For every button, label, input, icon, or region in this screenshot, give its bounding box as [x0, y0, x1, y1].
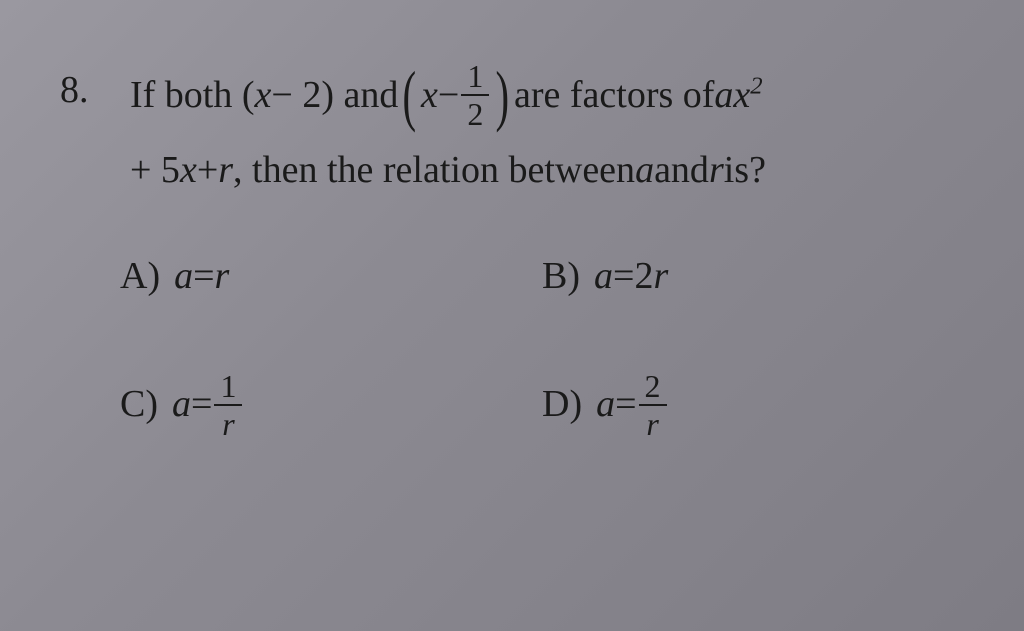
- question-text: If both ( x − 2) and ( x − 1 2 ) are fac…: [130, 60, 984, 204]
- options-grid: A) a = r B) a = 2 r C) a = 1: [60, 254, 984, 440]
- equals-op: =: [615, 382, 636, 428]
- question-row: 8. If both ( x − 2) and ( x − 1 2 ) are …: [60, 60, 984, 204]
- option-body: a = 1 r: [172, 370, 244, 440]
- variable-a: a: [172, 382, 191, 428]
- option-label: D): [542, 382, 582, 428]
- term-ax: ax: [714, 74, 750, 116]
- variable-r: r: [709, 136, 724, 204]
- option-d: D) a = 2 r: [542, 370, 924, 440]
- fraction-numerator: 1: [461, 60, 489, 96]
- fraction-denominator: 2: [461, 96, 489, 130]
- fraction-denominator: r: [640, 406, 664, 440]
- option-a: A) a = r: [120, 254, 502, 300]
- variable-r: r: [653, 254, 668, 300]
- option-b: B) a = 2 r: [542, 254, 924, 300]
- text-fragment: and: [654, 136, 709, 204]
- fraction-one-half: 1 2: [461, 60, 489, 130]
- option-body: a = r: [174, 254, 229, 300]
- text-fragment: If both (: [130, 61, 255, 129]
- text-fragment: − 2) and: [271, 61, 398, 129]
- variable-a: a: [594, 254, 613, 300]
- variable-r: r: [218, 136, 233, 204]
- question-number: 8.: [60, 60, 100, 121]
- text-fragment: , then the relation between: [233, 136, 635, 204]
- fraction: 2 r: [639, 370, 667, 440]
- variable-a: a: [596, 382, 615, 428]
- polynomial-term: ax2: [714, 61, 762, 129]
- right-paren-icon: ): [496, 68, 510, 122]
- option-body: a = 2 r: [594, 254, 668, 300]
- variable-x: x: [421, 61, 438, 129]
- option-body: a = 2 r: [596, 370, 668, 440]
- equals-op: =: [613, 254, 634, 300]
- option-label: C): [120, 382, 158, 428]
- text-fragment: + 5: [130, 136, 180, 204]
- left-paren-icon: (: [403, 68, 417, 122]
- option-label: A): [120, 254, 160, 300]
- variable-r: r: [215, 254, 230, 300]
- option-c: C) a = 1 r: [120, 370, 502, 440]
- fraction-numerator: 1: [214, 370, 242, 406]
- plus-op: +: [197, 136, 218, 204]
- equals-op: =: [191, 382, 212, 428]
- paren-group: ( x − 1 2 ): [398, 60, 514, 130]
- variable-a: a: [174, 254, 193, 300]
- minus-op: −: [438, 61, 459, 129]
- text-fragment: is?: [724, 136, 766, 204]
- question-line-1: If both ( x − 2) and ( x − 1 2 ) are fac…: [130, 60, 984, 130]
- fraction-numerator: 2: [639, 370, 667, 406]
- coefficient: 2: [634, 254, 653, 300]
- variable-x: x: [255, 61, 272, 129]
- variable-a: a: [635, 136, 654, 204]
- exponent: 2: [750, 72, 762, 99]
- question-line-2: + 5 x + r , then the relation between a …: [130, 136, 984, 204]
- page: 8. If both ( x − 2) and ( x − 1 2 ) are …: [0, 0, 1024, 631]
- option-label: B): [542, 254, 580, 300]
- variable-x: x: [180, 136, 197, 204]
- fraction: 1 r: [214, 370, 242, 440]
- equals-op: =: [193, 254, 214, 300]
- fraction-denominator: r: [216, 406, 240, 440]
- text-fragment: are factors of: [514, 61, 714, 129]
